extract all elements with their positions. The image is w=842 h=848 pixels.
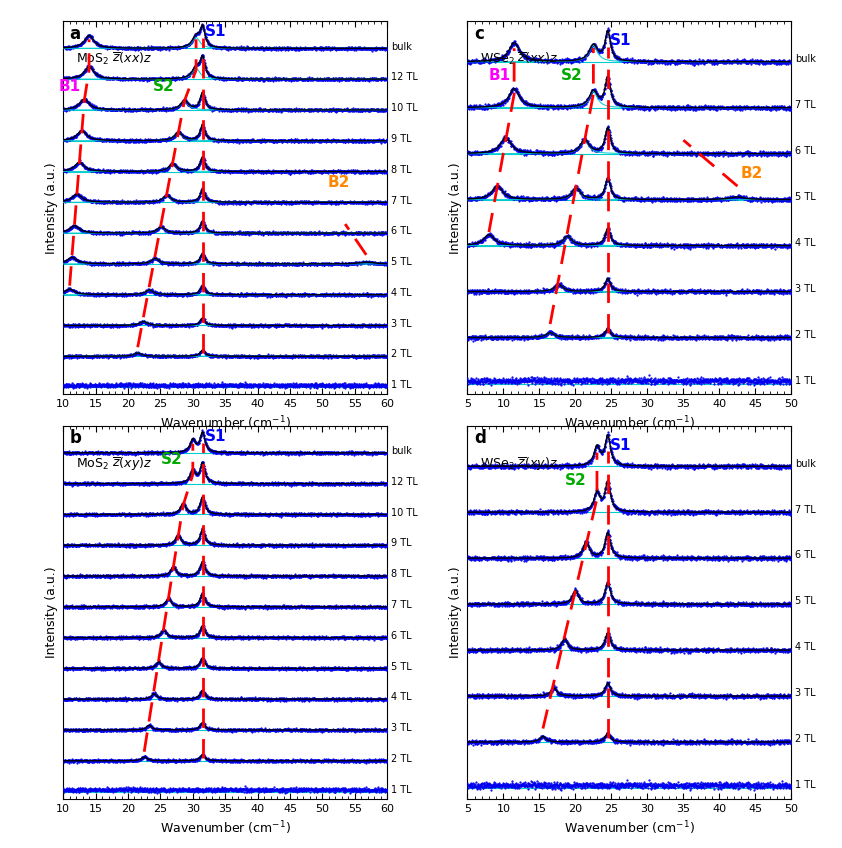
Text: bulk: bulk [795, 459, 816, 469]
Y-axis label: Intensity (a.u.): Intensity (a.u.) [449, 566, 461, 658]
Text: 5 TL: 5 TL [391, 661, 412, 672]
Y-axis label: Intensity (a.u.): Intensity (a.u.) [449, 162, 461, 254]
Text: 5 TL: 5 TL [795, 192, 816, 202]
Text: 8 TL: 8 TL [391, 165, 411, 175]
Text: S2: S2 [564, 473, 586, 488]
Text: 4 TL: 4 TL [391, 287, 411, 298]
Text: 12 TL: 12 TL [391, 477, 418, 487]
Text: S2: S2 [153, 79, 174, 93]
Text: 7 TL: 7 TL [391, 600, 412, 610]
Text: 3 TL: 3 TL [391, 319, 411, 329]
Text: 3 TL: 3 TL [795, 689, 815, 699]
Text: B1: B1 [488, 69, 510, 83]
Text: 1 TL: 1 TL [795, 780, 815, 790]
Text: 9 TL: 9 TL [391, 538, 411, 549]
Text: S1: S1 [610, 438, 632, 453]
Text: d: d [474, 429, 486, 448]
Text: b: b [70, 429, 82, 448]
Text: 10 TL: 10 TL [391, 103, 418, 113]
Text: 2 TL: 2 TL [391, 349, 412, 360]
Text: MoS$_2$ $\overline{z}(xy)z$: MoS$_2$ $\overline{z}(xy)z$ [76, 455, 152, 472]
Text: 3 TL: 3 TL [795, 284, 815, 294]
X-axis label: Wavenumber (cm$^{-1}$): Wavenumber (cm$^{-1}$) [160, 819, 290, 837]
X-axis label: Wavenumber (cm$^{-1}$): Wavenumber (cm$^{-1}$) [564, 415, 695, 432]
Text: 7 TL: 7 TL [795, 100, 816, 110]
Text: S2: S2 [162, 452, 183, 467]
Text: 12 TL: 12 TL [391, 72, 418, 82]
Text: WSe$_2$ $\overline{z}(xx)z$: WSe$_2$ $\overline{z}(xx)z$ [480, 51, 558, 67]
Text: S1: S1 [610, 33, 632, 48]
Text: 2 TL: 2 TL [391, 754, 412, 764]
Y-axis label: Intensity (a.u.): Intensity (a.u.) [45, 162, 57, 254]
Text: 6 TL: 6 TL [391, 631, 411, 641]
Text: 3 TL: 3 TL [391, 723, 411, 734]
Text: 1 TL: 1 TL [391, 784, 411, 795]
Text: 8 TL: 8 TL [391, 569, 411, 579]
Text: 5 TL: 5 TL [795, 596, 816, 606]
Y-axis label: Intensity (a.u.): Intensity (a.u.) [45, 566, 57, 658]
Text: MoS$_2$ $\overline{z}(xx)z$: MoS$_2$ $\overline{z}(xx)z$ [76, 51, 152, 67]
Text: 1 TL: 1 TL [795, 376, 815, 386]
Text: B2: B2 [328, 175, 349, 190]
Text: 4 TL: 4 TL [795, 643, 815, 652]
Text: 4 TL: 4 TL [391, 692, 411, 702]
Text: bulk: bulk [391, 42, 412, 52]
Text: 2 TL: 2 TL [795, 330, 816, 340]
Text: 6 TL: 6 TL [795, 550, 815, 561]
Text: 6 TL: 6 TL [391, 226, 411, 237]
Text: a: a [70, 25, 81, 43]
Text: 4 TL: 4 TL [795, 238, 815, 248]
Text: 7 TL: 7 TL [391, 196, 412, 205]
Text: B2: B2 [741, 165, 764, 181]
Text: c: c [474, 25, 483, 43]
Text: 6 TL: 6 TL [795, 146, 815, 156]
Text: 9 TL: 9 TL [391, 134, 411, 144]
Text: 7 TL: 7 TL [795, 505, 816, 515]
Text: S1: S1 [205, 25, 226, 39]
Text: bulk: bulk [391, 446, 412, 456]
Text: bulk: bulk [795, 54, 816, 64]
Text: 1 TL: 1 TL [391, 380, 411, 390]
Text: S1: S1 [205, 429, 226, 444]
Text: 2 TL: 2 TL [795, 734, 816, 745]
Text: 10 TL: 10 TL [391, 508, 418, 517]
Text: B1: B1 [59, 79, 81, 93]
Text: 5 TL: 5 TL [391, 257, 412, 267]
Text: S2: S2 [561, 69, 583, 83]
X-axis label: Wavenumber (cm$^{-1}$): Wavenumber (cm$^{-1}$) [564, 819, 695, 837]
X-axis label: Wavenumber (cm$^{-1}$): Wavenumber (cm$^{-1}$) [160, 415, 290, 432]
Text: WSe$_2$ $\overline{z}(xy)z$: WSe$_2$ $\overline{z}(xy)z$ [480, 455, 558, 472]
